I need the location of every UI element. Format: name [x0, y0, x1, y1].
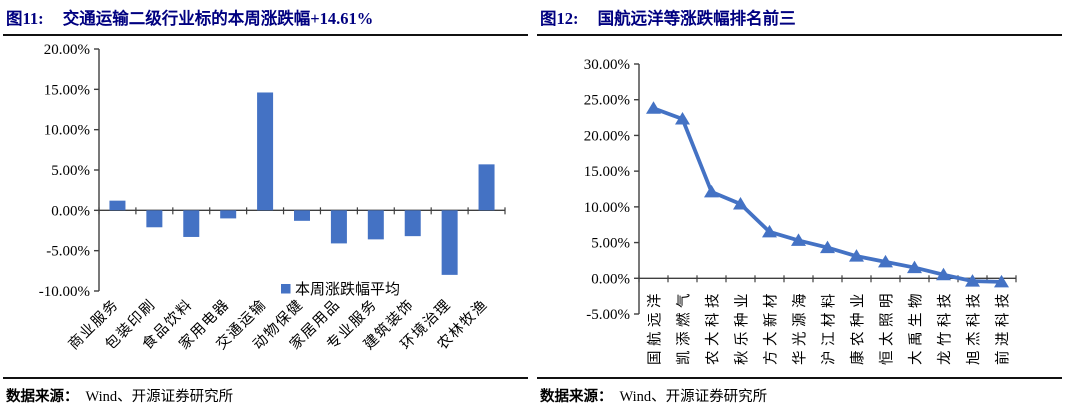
- x-category-label: 农大科技: [705, 289, 722, 365]
- x-category-label: 秋乐种业: [734, 289, 751, 365]
- bar: [257, 92, 274, 211]
- triangle-marker: [820, 240, 835, 254]
- y-tick-label: 5.00%: [51, 163, 90, 179]
- y-tick-label: -5.00%: [586, 307, 630, 323]
- triangle-marker: [936, 267, 951, 281]
- y-tick-label: 5.00%: [591, 236, 630, 252]
- figure-11-label: 图11:: [6, 9, 44, 28]
- triangle-marker: [994, 274, 1009, 288]
- triangle-marker: [791, 233, 806, 246]
- category-labels: 商业服务包装印刷食品饮料家用电器交通运输动物保健家居用品专业服务建筑装饰环境治理…: [65, 295, 491, 353]
- y-tick-label: 0.00%: [591, 271, 630, 287]
- triangle-marker: [675, 112, 690, 125]
- bar: [478, 164, 495, 211]
- y-tick-label: 20.00%: [44, 42, 90, 58]
- legend-label: 本周涨跌幅平均: [295, 281, 400, 298]
- y-tick-label: 25.00%: [584, 93, 630, 109]
- y-tick-label: 15.00%: [584, 164, 630, 180]
- y-tick-label: 0.00%: [51, 203, 90, 219]
- y-tick-label: -5.00%: [46, 244, 90, 260]
- figure-11-title-text: 交通运输二级行业标的本周涨跌幅+14.61%: [62, 9, 374, 28]
- bar: [220, 210, 237, 219]
- bar-chart-weekly-change: 20.00% 15.00% 10.00% 5.00% 0.00% -5.00% -10.00…: [39, 42, 506, 353]
- triangle-marker: [965, 274, 980, 287]
- x-category-label: 国航远洋: [647, 289, 664, 365]
- triangle-marker: [733, 197, 748, 210]
- figure-12-data-source: 数据来源： Wind、开源证券研究所: [537, 377, 1062, 406]
- x-category-label: 华光源海: [792, 289, 809, 365]
- figure-12-title: 图12: 国航远洋等涨跌幅排名前三: [537, 4, 1062, 36]
- data-source-label: 数据来源：: [540, 389, 613, 405]
- y-tick-label: 15.00%: [44, 82, 90, 98]
- axes: 20.00% 15.00% 10.00% 5.00% 0.00% -5.00% -10.00…: [39, 42, 506, 300]
- figure-11-data-source: 数据来源： Wind、开源证券研究所: [3, 377, 528, 406]
- x-category-label: 凯添燃气: [675, 289, 693, 365]
- line-series: [646, 101, 1009, 288]
- triangle-marker: [878, 254, 893, 268]
- triangle-marker: [849, 249, 864, 262]
- x-category-label: 沪江材料: [821, 289, 838, 365]
- legend: 本周涨跌幅平均: [281, 281, 400, 298]
- bar: [146, 210, 163, 228]
- y-tick-label: 10.00%: [584, 200, 630, 216]
- figure-12-label: 图12:: [540, 9, 579, 28]
- data-source-label: 数据来源：: [6, 389, 79, 405]
- data-source-text: Wind、开源证券研究所: [85, 389, 234, 405]
- bar: [330, 210, 347, 244]
- triangle-marker: [762, 224, 777, 238]
- triangle-marker: [704, 184, 719, 198]
- x-category-label: 大禹生物: [908, 289, 925, 365]
- y-tick-label: 10.00%: [44, 123, 90, 139]
- bar: [367, 210, 384, 240]
- y-tick-label: -10.00%: [39, 284, 90, 300]
- x-category-label: 前进科技: [995, 289, 1012, 365]
- line-chart-top-gainers: 30.00% 25.00% 20.00% 15.00% 10.00% 5.00% 0.00%…: [584, 57, 1017, 365]
- bar: [109, 200, 126, 211]
- triangle-marker: [907, 260, 922, 274]
- triangle-marker: [646, 101, 661, 114]
- legend-swatch: [281, 284, 291, 294]
- bar: [294, 210, 310, 221]
- x-category-label: 康农种业: [850, 289, 867, 365]
- bar-series: [109, 92, 495, 275]
- figure-11-title: 图11: 交通运输二级行业标的本周涨跌幅+14.61%: [3, 4, 528, 36]
- y-tick-label: 30.00%: [584, 57, 630, 73]
- y-tick-label: 20.00%: [584, 128, 630, 144]
- bar: [183, 210, 200, 237]
- figure-12-panel: 30.00% 25.00% 20.00% 15.00% 10.00% 5.00% 0.00%…: [534, 0, 1065, 412]
- x-category-label: 龙竹科技: [937, 289, 954, 365]
- x-category-label: 方大新材: [763, 289, 780, 365]
- figure-11-panel: 20.00% 15.00% 10.00% 5.00% 0.00% -5.00% -10.00…: [0, 0, 531, 412]
- x-category-label: 旭杰科技: [966, 289, 983, 365]
- axes: 30.00% 25.00% 20.00% 15.00% 10.00% 5.00% 0.00%…: [584, 57, 1017, 323]
- bar: [404, 210, 421, 237]
- data-source-text: Wind、开源证券研究所: [619, 389, 768, 405]
- bar: [441, 210, 458, 275]
- figure-12-title-text: 国航远洋等涨跌幅排名前三: [597, 9, 796, 28]
- category-labels: 国航远洋 凯添燃气 农大科技 秋乐种业 方大新材 华光源海 沪江材料 康农种业 恒太照明 大禹生物…: [647, 289, 1012, 365]
- x-category-label: 恒太照明: [879, 289, 896, 365]
